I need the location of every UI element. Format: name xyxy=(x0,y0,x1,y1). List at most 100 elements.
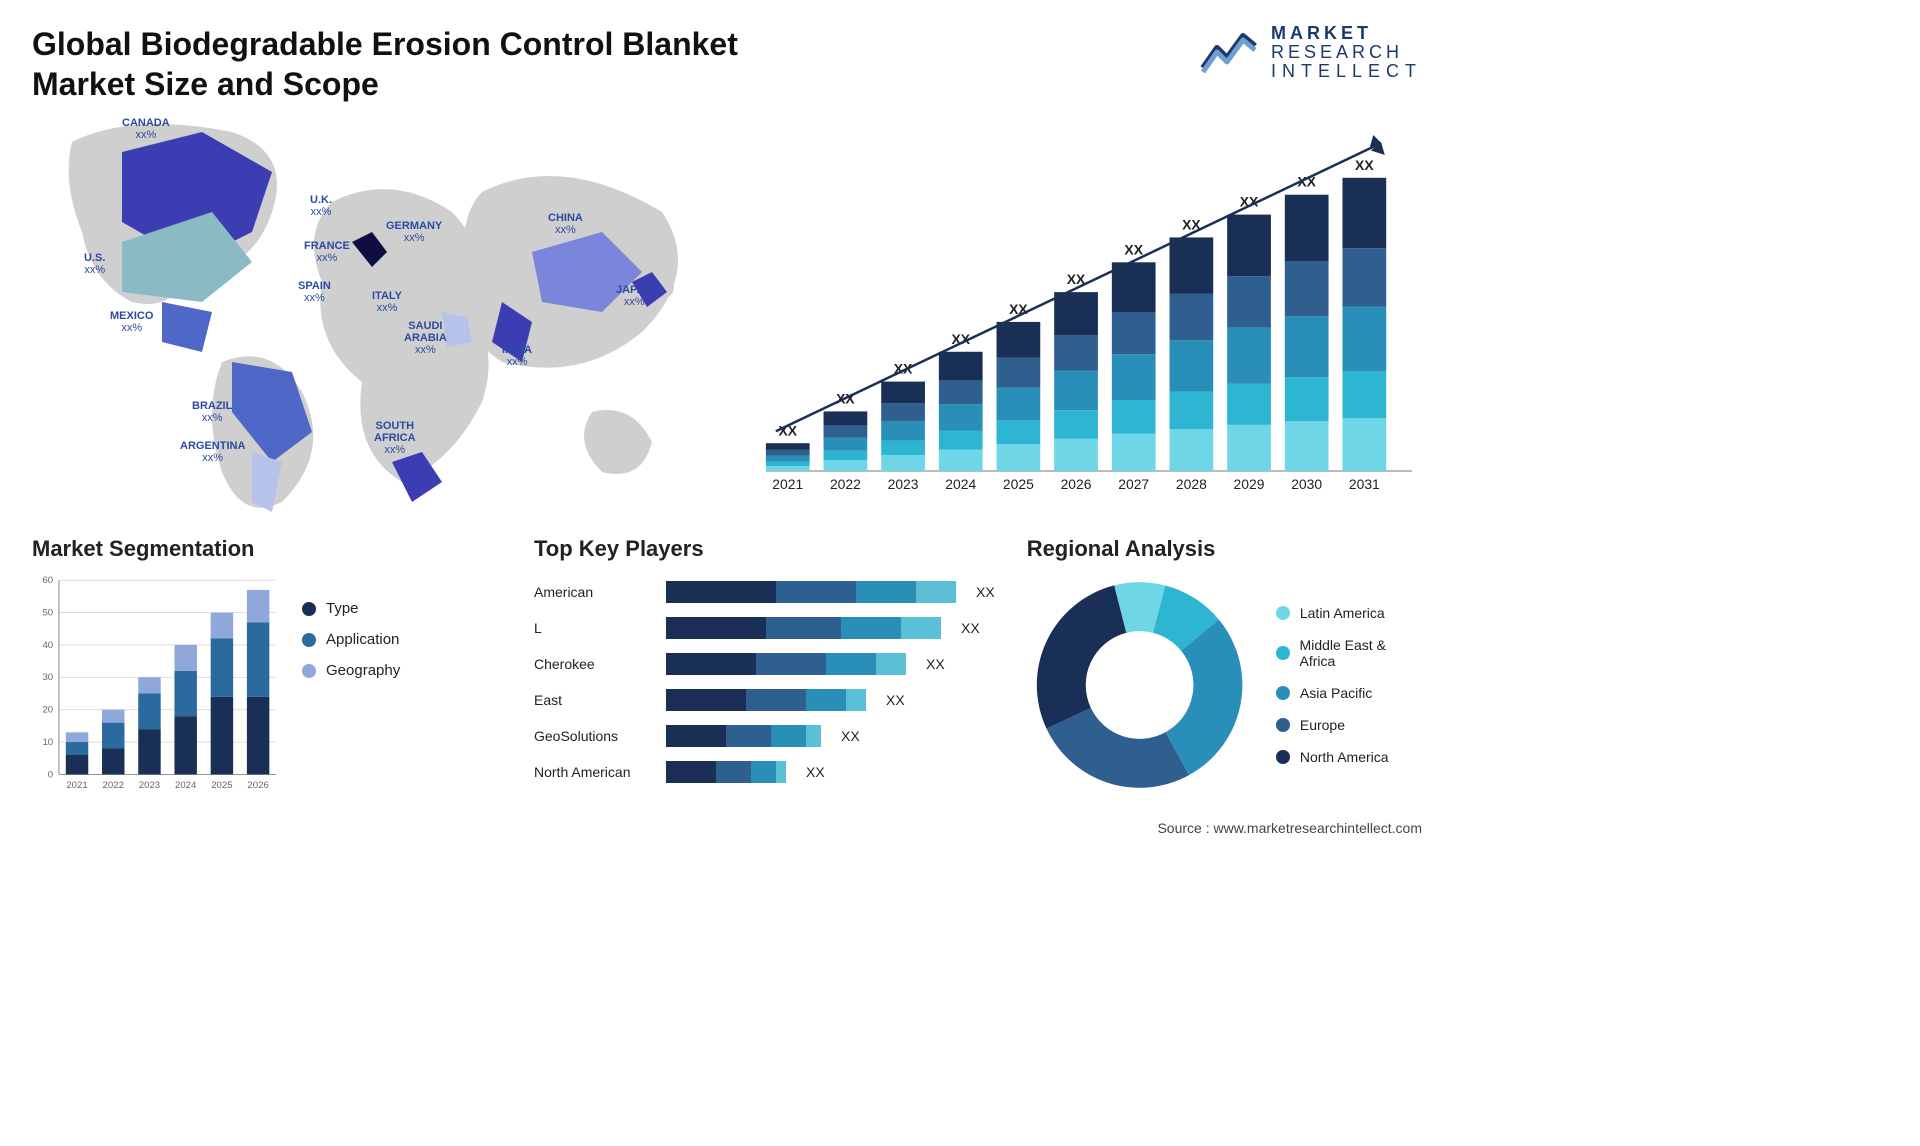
svg-text:2027: 2027 xyxy=(1118,476,1149,492)
map-label: FRANCExx% xyxy=(304,240,350,264)
legend-dot-icon xyxy=(1276,686,1290,700)
player-bar xyxy=(666,725,821,747)
source-text: Source : www.marketresearchintellect.com xyxy=(32,820,1422,836)
growth-chart-svg: 2021XX2022XX2023XX2024XX2025XX2026XX2027… xyxy=(746,112,1422,512)
segmentation-legend: Type Application Geography xyxy=(302,570,400,800)
map-label: U.S.xx% xyxy=(84,252,105,276)
svg-text:2025: 2025 xyxy=(211,780,232,791)
map-label: ARGENTINAxx% xyxy=(180,440,245,464)
brand-mark-icon xyxy=(1199,28,1259,76)
brand-line-1: MARKET xyxy=(1271,24,1422,43)
legend-dot-icon xyxy=(1276,718,1290,732)
legend-label: Type xyxy=(326,600,359,617)
legend-dot-icon xyxy=(302,602,316,616)
legend-dot-icon xyxy=(1276,750,1290,764)
map-label: SPAINxx% xyxy=(298,280,331,304)
legend-item: Geography xyxy=(302,662,400,679)
world-map-panel: CANADAxx% U.S.xx% MEXICOxx% BRAZILxx% ARGENT… xyxy=(32,112,722,512)
map-label: CHINAxx% xyxy=(548,212,583,236)
svg-text:2024: 2024 xyxy=(175,780,197,791)
svg-text:60: 60 xyxy=(42,575,53,586)
player-name: North American xyxy=(534,764,654,780)
growth-chart-panel: 2021XX2022XX2023XX2024XX2025XX2026XX2027… xyxy=(746,112,1422,512)
svg-text:0: 0 xyxy=(48,769,53,780)
legend-item: Application xyxy=(302,631,400,648)
svg-text:XX: XX xyxy=(1355,157,1374,173)
player-name: East xyxy=(534,692,654,708)
svg-text:2023: 2023 xyxy=(139,780,160,791)
svg-text:2022: 2022 xyxy=(830,476,861,492)
player-row: GeoSolutionsXX xyxy=(534,722,995,750)
legend-item: Asia Pacific xyxy=(1276,685,1422,701)
top-row: CANADAxx% U.S.xx% MEXICOxx% BRAZILxx% ARGENT… xyxy=(32,112,1422,512)
legend-label: Application xyxy=(326,631,399,648)
legend-item: Middle East & Africa xyxy=(1276,637,1422,669)
legend-label: Europe xyxy=(1300,717,1345,733)
regional-donut-svg xyxy=(1027,570,1252,800)
player-row: L XX xyxy=(534,614,995,642)
svg-text:2023: 2023 xyxy=(888,476,919,492)
regional-panel: Regional Analysis Latin America Middle Ea… xyxy=(1027,536,1422,800)
player-value: XX xyxy=(926,656,945,672)
player-bar xyxy=(666,689,866,711)
regional-title: Regional Analysis xyxy=(1027,536,1422,562)
player-bar xyxy=(666,761,786,783)
page-title: Global Biodegradable Erosion Control Bla… xyxy=(32,24,812,104)
player-value: XX xyxy=(806,764,825,780)
legend-label: Asia Pacific xyxy=(1300,685,1372,701)
player-bar xyxy=(666,653,906,675)
legend-label: North America xyxy=(1300,749,1389,765)
map-label: MEXICOxx% xyxy=(110,310,153,334)
svg-text:2022: 2022 xyxy=(103,780,124,791)
player-row: North American XX xyxy=(534,758,995,786)
brand-line-2: RESEARCH xyxy=(1271,43,1422,62)
player-value: XX xyxy=(961,620,980,636)
svg-text:2029: 2029 xyxy=(1234,476,1265,492)
legend-item: Europe xyxy=(1276,717,1422,733)
player-row: American XX xyxy=(534,578,995,606)
svg-text:2021: 2021 xyxy=(66,780,87,791)
map-label: INDIAxx% xyxy=(502,344,532,368)
player-value: XX xyxy=(886,692,905,708)
map-label: ITALYxx% xyxy=(372,290,402,314)
svg-text:2024: 2024 xyxy=(945,476,976,492)
map-label: SOUTHAFRICAxx% xyxy=(374,420,416,456)
svg-text:10: 10 xyxy=(42,737,53,748)
map-label: CANADAxx% xyxy=(122,117,170,141)
map-label: GERMANYxx% xyxy=(386,220,442,244)
svg-text:40: 40 xyxy=(42,640,53,651)
players-body: AmericanXXLXXCherokeeXXEastXXGeoSolution… xyxy=(534,570,995,786)
player-bar xyxy=(666,617,941,639)
legend-item: North America xyxy=(1276,749,1422,765)
legend-dot-icon xyxy=(302,633,316,647)
map-label: BRAZILxx% xyxy=(192,400,232,424)
player-name: GeoSolutions xyxy=(534,728,654,744)
player-bar xyxy=(666,581,956,603)
regional-legend: Latin America Middle East & Africa Asia Pa… xyxy=(1276,605,1422,765)
player-row: CherokeeXX xyxy=(534,650,995,678)
legend-label: Geography xyxy=(326,662,400,679)
players-panel: Top Key Players AmericanXXLXXCherokeeXXE… xyxy=(534,536,995,800)
map-label: SAUDIARABIAxx% xyxy=(404,320,447,356)
svg-text:2028: 2028 xyxy=(1176,476,1207,492)
legend-item: Latin America xyxy=(1276,605,1422,621)
legend-item: Type xyxy=(302,600,400,617)
player-name: American xyxy=(534,584,654,600)
svg-text:XX: XX xyxy=(1124,241,1143,257)
segmentation-title: Market Segmentation xyxy=(32,536,502,562)
header: Global Biodegradable Erosion Control Bla… xyxy=(32,24,1422,104)
players-title: Top Key Players xyxy=(534,536,995,562)
svg-text:20: 20 xyxy=(42,705,53,716)
player-value: XX xyxy=(976,584,995,600)
brand-logo: MARKET RESEARCH INTELLECT xyxy=(1199,24,1422,81)
segmentation-panel: Market Segmentation 01020304050602021202… xyxy=(32,536,502,800)
svg-text:2031: 2031 xyxy=(1349,476,1380,492)
svg-text:2026: 2026 xyxy=(247,780,268,791)
svg-text:2026: 2026 xyxy=(1061,476,1092,492)
map-label: U.K.xx% xyxy=(310,194,332,218)
svg-text:2030: 2030 xyxy=(1291,476,1322,492)
player-name: L xyxy=(534,620,654,636)
svg-text:30: 30 xyxy=(42,672,53,683)
player-row: East XX xyxy=(534,686,995,714)
legend-dot-icon xyxy=(1276,606,1290,620)
